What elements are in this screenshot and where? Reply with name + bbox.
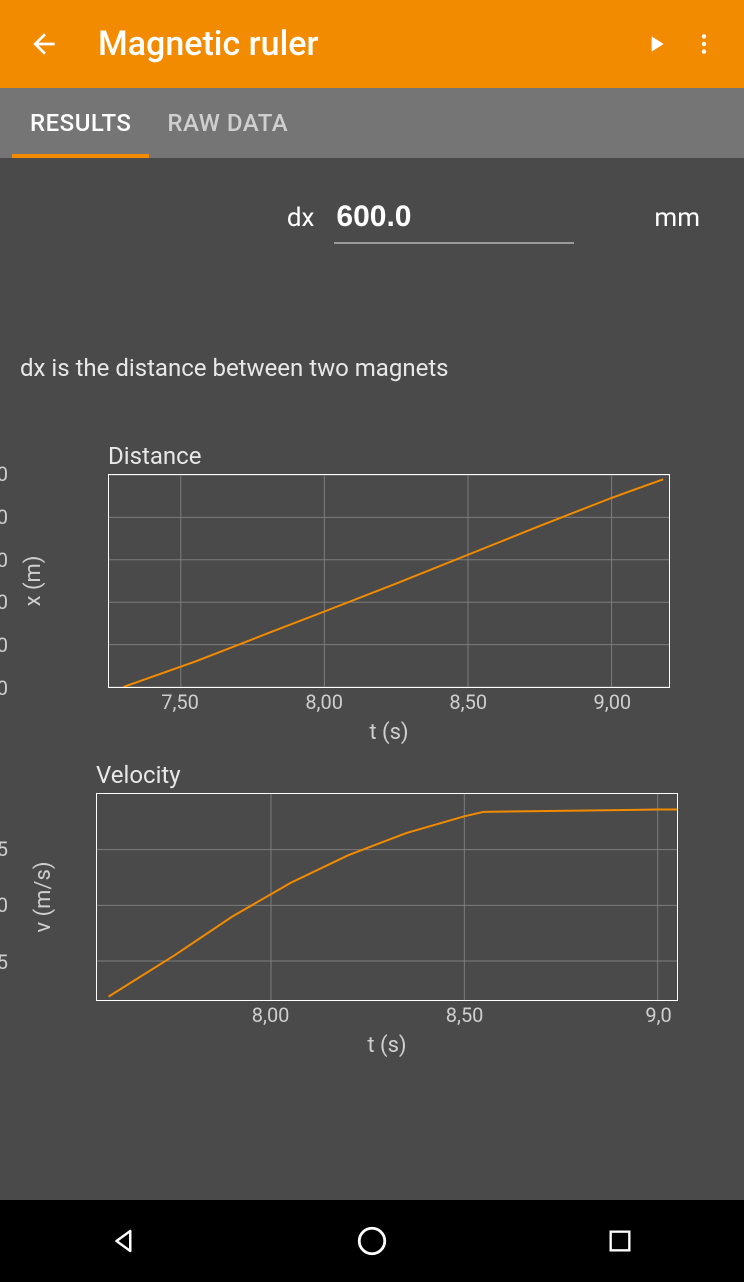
xtick-label: 7,50: [161, 690, 199, 714]
nav-recent-button[interactable]: [596, 1217, 644, 1265]
square-recent-icon: [606, 1227, 634, 1255]
velocity-plot[interactable]: [96, 793, 678, 1001]
content-area: dx mm dx is the distance between two mag…: [0, 158, 744, 1200]
ytick-label: 2,50: [0, 462, 8, 486]
distance-yticks: 0,000,5001,001,502,002,50: [0, 474, 14, 688]
triangle-back-icon: [109, 1226, 139, 1256]
overflow-menu-button[interactable]: [680, 20, 728, 68]
velocity-xlabel: t (s): [96, 1033, 678, 1058]
distance-plot[interactable]: [108, 474, 670, 688]
xtick-label: 9,00: [594, 690, 632, 714]
distance-chart-title: Distance: [108, 442, 730, 470]
ytick-label: 0,500: [0, 633, 8, 657]
dx-row: dx mm: [14, 196, 730, 244]
ytick-label: 0,00: [0, 676, 8, 700]
ytick-label: 1,30: [0, 893, 8, 917]
distance-chart: Distance x (m) 0,000,5001,001,502,002,50…: [14, 442, 730, 745]
nav-back-button[interactable]: [100, 1217, 148, 1265]
appbar: Magnetic ruler: [0, 0, 744, 88]
dx-label: dx: [287, 203, 315, 233]
ytick-label: 2,00: [0, 505, 8, 529]
distance-ylabel: x (m): [21, 556, 46, 607]
arrow-left-icon: [28, 28, 60, 60]
xtick-label: 8,00: [305, 690, 343, 714]
velocity-ylabel: v (m/s): [31, 861, 56, 932]
ytick-label: 1,00: [0, 590, 8, 614]
distance-xlabel: t (s): [108, 720, 670, 745]
dx-input[interactable]: [334, 196, 574, 244]
android-navbar: [0, 1200, 744, 1282]
distance-xticks: 7,50 8,00 8,50 9,00: [108, 688, 670, 716]
back-button[interactable]: [24, 24, 64, 64]
xtick-label: 8,00: [252, 1003, 290, 1027]
dots-vertical-icon: [691, 31, 717, 57]
velocity-chart-wrap: v (m/s) 1,251,301,35: [14, 793, 730, 1001]
xtick-label: 8,50: [446, 1003, 484, 1027]
nav-home-button[interactable]: [348, 1217, 396, 1265]
velocity-chart: Velocity v (m/s) 1,251,301,35 8,00 8,50 9,…: [14, 761, 730, 1058]
velocity-yticks: 1,25 1,30 1,35: [0, 793, 14, 1001]
dx-unit: mm: [654, 203, 700, 233]
circle-home-icon: [355, 1224, 389, 1258]
velocity-xticks: 8,00 8,50 9,0: [96, 1001, 678, 1029]
play-button[interactable]: [632, 20, 680, 68]
tabbar: RESULTS RAW DATA: [0, 88, 744, 158]
tab-results[interactable]: RESULTS: [12, 88, 149, 158]
play-icon: [643, 31, 669, 57]
xtick-label: 9,0: [645, 1003, 671, 1027]
xtick-label: 8,50: [449, 690, 487, 714]
ytick-label: 1,50: [0, 548, 8, 572]
dx-help-text: dx is the distance between two magnets: [14, 354, 730, 382]
ytick-label: 1,35: [0, 837, 8, 861]
distance-chart-wrap: x (m) 0,000,5001,001,502,002,50: [14, 474, 730, 688]
ytick-label: 1,25: [0, 950, 8, 974]
page-title: Magnetic ruler: [98, 24, 632, 64]
tab-raw-data[interactable]: RAW DATA: [149, 88, 306, 158]
velocity-chart-title: Velocity: [96, 761, 730, 789]
